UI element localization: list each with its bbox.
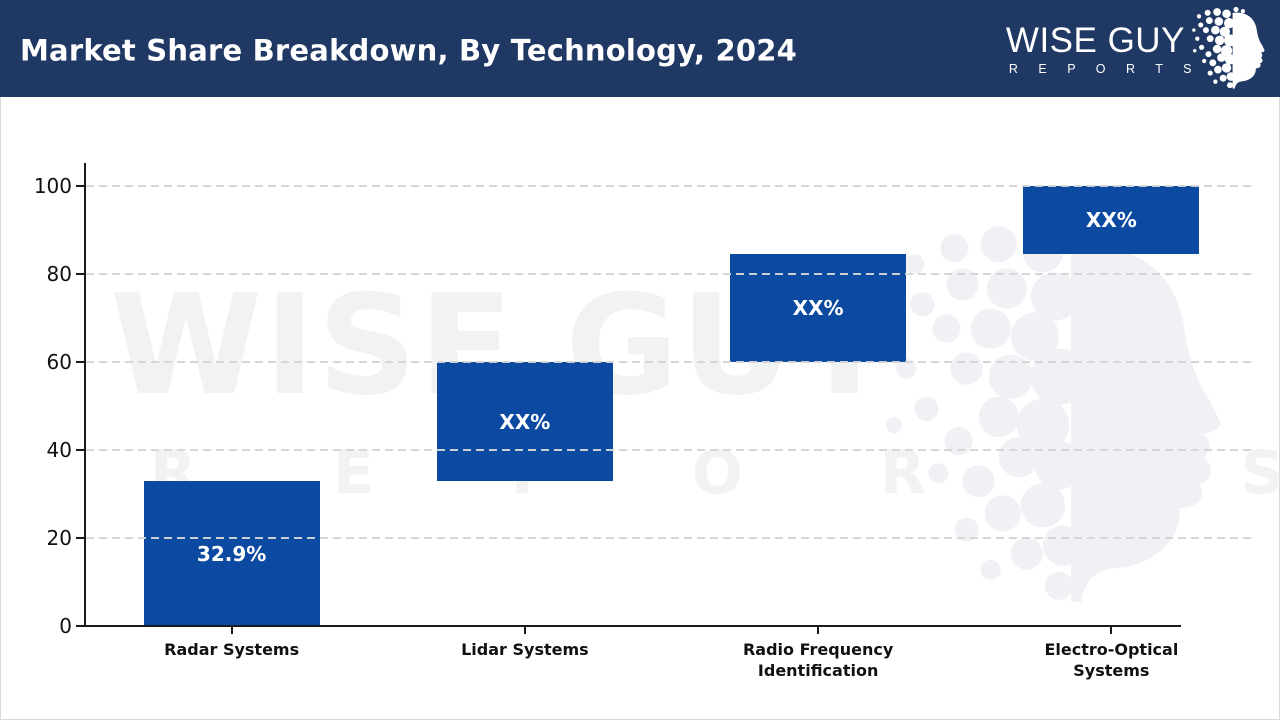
y-tick-mark (76, 537, 85, 539)
y-axis-line (84, 163, 86, 625)
chart-title: Market Share Breakdown, By Technology, 2… (20, 32, 798, 67)
bar-value-label: XX% (792, 296, 844, 321)
category-label: Lidar Systems (461, 640, 589, 659)
gridline-100 (86, 185, 1252, 187)
bar-radio-frequency-identification: XX% (730, 254, 907, 362)
gridline-40 (86, 449, 1252, 451)
x-tick-mark (817, 626, 820, 634)
logo-wordmark: WISE GUY (1005, 21, 1185, 60)
logo-face-icon (1186, 6, 1274, 92)
bar-lidar-systems: XX% (436, 362, 613, 482)
y-tick-mark (76, 185, 85, 187)
header-bar: Market Share Breakdown, By Technology, 2… (0, 0, 1280, 97)
bar-value-label: XX% (1085, 208, 1137, 233)
logo-text: WISE GUY R E P O R T S (1006, 23, 1200, 76)
bar-value-label: XX% (499, 409, 551, 434)
y-tick-mark (76, 449, 85, 451)
category-label: Radio Frequency Identification (742, 640, 894, 680)
gridline-20 (86, 537, 1252, 539)
x-tick-mark (523, 626, 526, 634)
watermark-face-icon (858, 216, 1260, 618)
y-tick-label: 100 (33, 174, 72, 198)
y-tick-mark (76, 625, 85, 627)
y-tick-label: 20 (46, 526, 72, 550)
y-tick-label: 40 (46, 438, 72, 462)
y-tick-mark (76, 361, 85, 363)
bar-electro-optical-systems: XX% (1023, 186, 1200, 255)
x-tick-mark (1110, 626, 1113, 634)
category-label: Electro-Optical Systems (1044, 640, 1179, 680)
y-tick-mark (76, 273, 85, 275)
gridline-80 (86, 273, 1252, 275)
gridline-60 (86, 361, 1252, 363)
bar-value-label: 32.9% (196, 541, 267, 566)
logo-subtitle: R E P O R T S (1008, 62, 1200, 76)
category-label: Radar Systems (164, 640, 300, 659)
brand-logo: WISE GUY R E P O R T S (1006, 0, 1274, 97)
x-axis-line (84, 625, 1181, 627)
y-tick-label: 80 (46, 262, 72, 286)
bar-radar-systems: 32.9% (143, 481, 320, 626)
y-tick-label: 0 (59, 614, 72, 638)
plot-area: 0 20 40 60 80 100 32.9% Radar Systems XX% Lidar S… (0, 97, 1280, 720)
x-tick-mark (230, 626, 233, 634)
y-tick-label: 60 (46, 350, 72, 374)
